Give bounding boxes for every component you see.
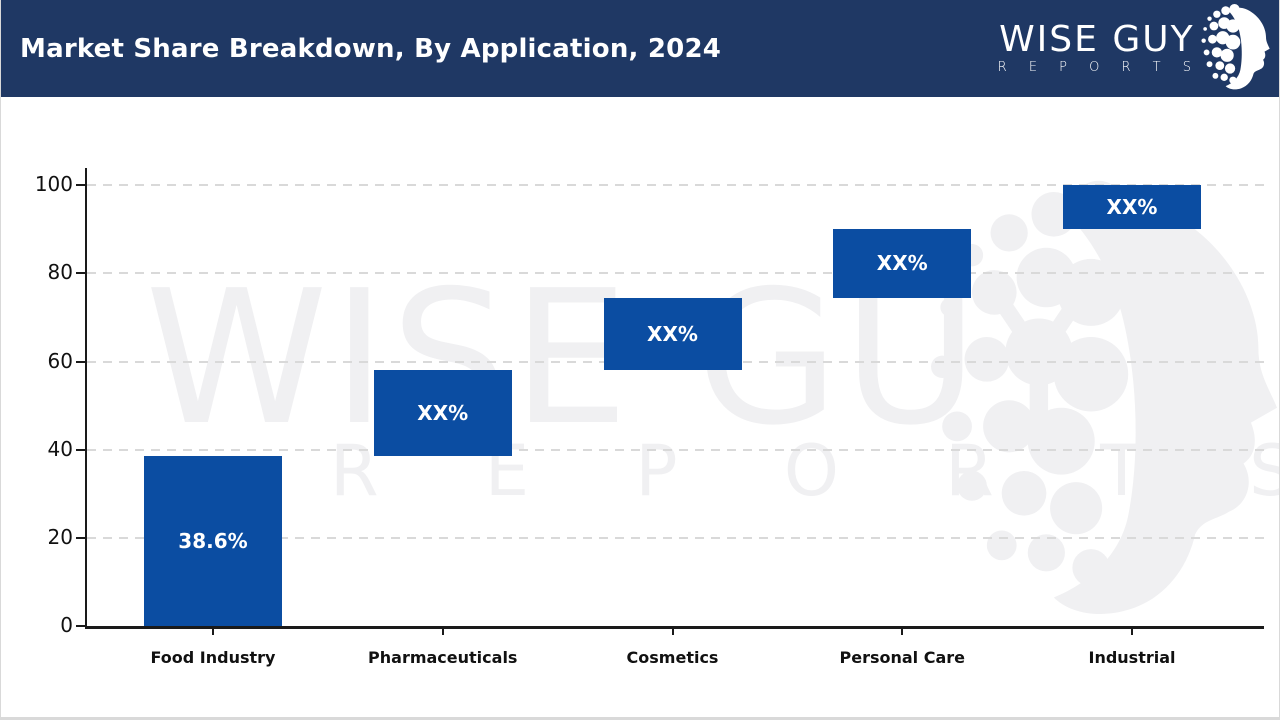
gridline-100 (87, 184, 1264, 187)
bar-value-label-personal-care: XX% (876, 251, 928, 276)
gridline-80 (87, 272, 1264, 275)
bar-industrial: XX% (1063, 185, 1201, 230)
x-axis-label-personal-care: Personal Care (839, 648, 965, 667)
chart-title: Market Share Breakdown, By Application, … (20, 33, 722, 64)
y-axis-label-20: 20 (47, 524, 73, 549)
y-tick-60 (76, 360, 85, 363)
dotted-head-icon (1201, 4, 1270, 90)
x-axis-label-food-industry: Food Industry (150, 648, 276, 667)
y-axis-label-60: 60 (47, 348, 73, 373)
x-tick-food-industry (212, 626, 214, 635)
y-tick-40 (76, 448, 85, 451)
bar-cosmetics: XX% (603, 297, 742, 371)
y-tick-20 (76, 536, 85, 539)
y-axis-label-0: 0 (60, 613, 73, 637)
bar-value-label-cosmetics: XX% (647, 321, 698, 346)
y-tick-0 (76, 625, 85, 627)
plot-area: 0 20 40 60 80 100 38.6% Food Industry XX% Pharmac… (35, 168, 1264, 667)
x-axis-label-industrial: Industrial (1088, 648, 1176, 667)
x-axis-label-cosmetics: Cosmetics (626, 648, 719, 667)
x-tick-personal-care (901, 626, 904, 635)
bar-value-label-industrial: XX% (1106, 195, 1158, 220)
bar-personal-care: XX% (833, 229, 972, 298)
header-bar: Market Share Breakdown, By Application, … (0, 0, 1280, 97)
gridline-20 (87, 536, 1264, 539)
wiseguy-logo: WISE GUY R E P O R T S (994, 4, 1270, 92)
bar-pharmaceuticals: XX% (373, 370, 512, 456)
x-tick-pharmaceuticals (441, 626, 444, 635)
logo-text: WISE GUY R E P O R T S (994, 21, 1200, 75)
logo-wordmark: WISE GUY (999, 19, 1195, 61)
y-tick-100 (76, 184, 85, 187)
x-axis-label-pharmaceuticals: Pharmaceuticals (368, 648, 518, 667)
gridline-40 (87, 448, 1264, 451)
y-tick-80 (76, 272, 85, 275)
bar-value-label-food-industry: 38.6% (178, 528, 248, 553)
x-tick-industrial (1131, 626, 1133, 635)
y-axis-label-100: 100 (34, 172, 73, 197)
y-axis-label-80: 80 (47, 260, 73, 285)
bar-value-label-pharmaceuticals: XX% (417, 401, 469, 426)
logo-subtext: R E P O R T S (997, 59, 1200, 75)
bar-food-industry: 38.6% (144, 455, 282, 626)
x-tick-cosmetics (671, 626, 674, 635)
y-axis-label-40: 40 (47, 436, 73, 461)
